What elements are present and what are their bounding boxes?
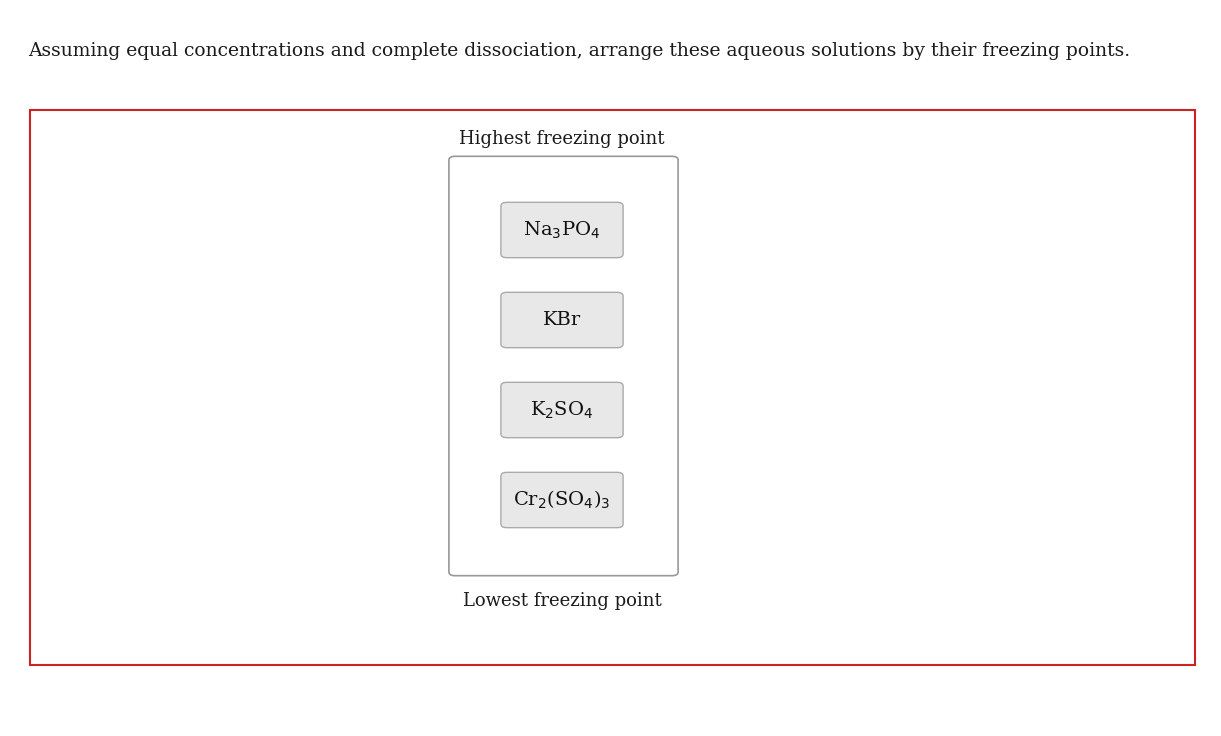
Text: KBr: KBr (543, 311, 581, 329)
Text: Cr$_2$(SO$_4$)$_3$: Cr$_2$(SO$_4$)$_3$ (513, 489, 610, 511)
Text: Na$_3$PO$_4$: Na$_3$PO$_4$ (524, 219, 601, 241)
Text: Highest freezing point: Highest freezing point (459, 130, 664, 148)
Text: K$_2$SO$_4$: K$_2$SO$_4$ (530, 400, 593, 421)
Text: Assuming equal concentrations and complete dissociation, arrange these aqueous s: Assuming equal concentrations and comple… (28, 42, 1131, 60)
Text: Lowest freezing point: Lowest freezing point (463, 592, 662, 610)
